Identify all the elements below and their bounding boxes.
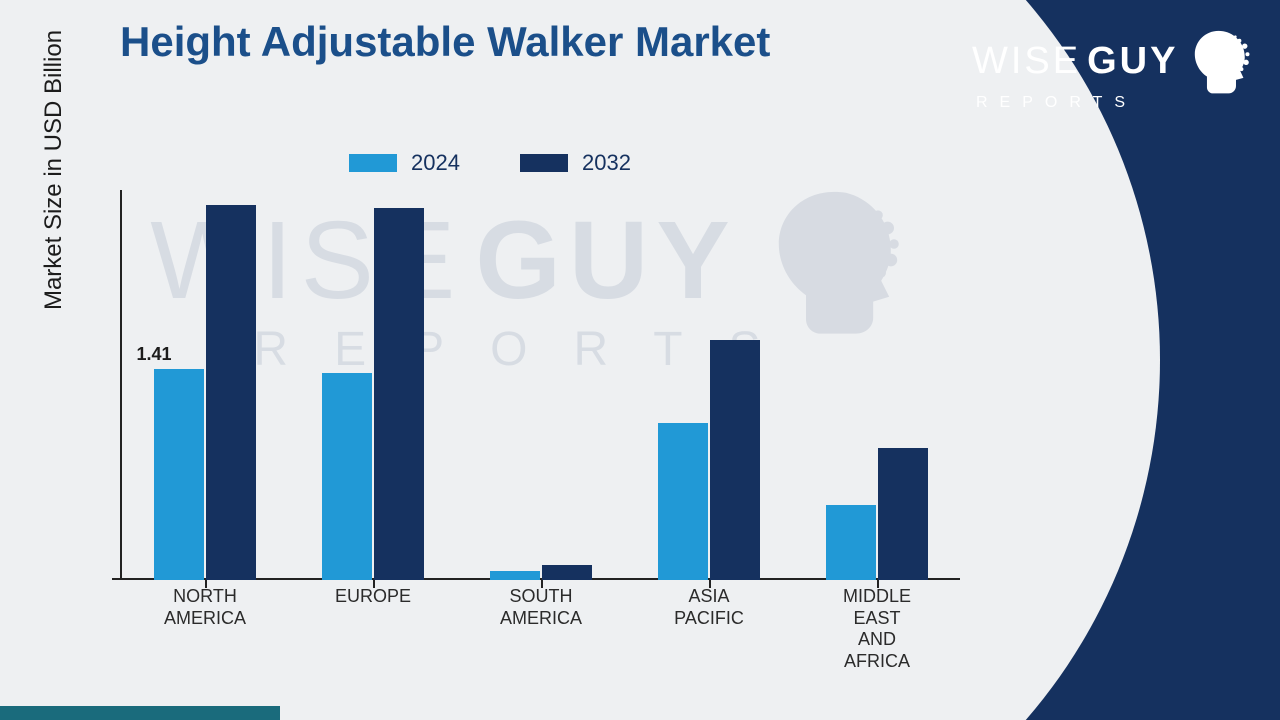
bar-group-north_america: 1.41 — [130, 190, 280, 580]
legend-item-2032: 2032 — [520, 150, 631, 176]
bottom-accent-strip — [0, 706, 280, 720]
x-label-north_america: NORTHAMERICA — [130, 586, 280, 629]
bar-2032-north_america — [206, 205, 256, 580]
brand-logo: WISE GUY REPORTS — [972, 22, 1252, 112]
brand-head-icon — [1184, 22, 1252, 100]
legend-item-2024: 2024 — [349, 150, 460, 176]
legend-label-2032: 2032 — [582, 150, 631, 176]
chart-title: Height Adjustable Walker Market — [120, 18, 770, 66]
chart-plot: 1.41 — [120, 190, 960, 580]
legend: 2024 2032 — [0, 150, 980, 176]
x-label-south_america: SOUTHAMERICA — [466, 586, 616, 629]
bar-2032-meaf — [878, 448, 928, 580]
x-label-asia_pacific: ASIAPACIFIC — [634, 586, 784, 629]
bar-group-europe — [298, 190, 448, 580]
bar-2032-south_america — [542, 565, 592, 580]
bar-2024-meaf — [826, 505, 876, 580]
bar-group-meaf — [802, 190, 952, 580]
legend-swatch-2032 — [520, 154, 568, 172]
bar-2032-asia_pacific — [710, 340, 760, 580]
y-axis-line — [120, 190, 122, 580]
y-axis-label: Market Size in USD Billion — [40, 0, 68, 370]
legend-swatch-2024 — [349, 154, 397, 172]
bar-2024-europe — [322, 373, 372, 580]
bar-group-asia_pacific — [634, 190, 784, 580]
bar-value-label-north_america: 1.41 — [104, 344, 204, 365]
x-label-meaf: MIDDLEEASTANDAFRICA — [802, 586, 952, 672]
bar-2024-north_america — [154, 369, 204, 581]
brand-guy: GUY — [1087, 40, 1178, 83]
bar-2032-europe — [374, 208, 424, 580]
x-label-europe: EUROPE — [298, 586, 448, 608]
y-tick — [112, 578, 120, 580]
legend-label-2024: 2024 — [411, 150, 460, 176]
bar-2024-asia_pacific — [658, 423, 708, 581]
bar-group-south_america — [466, 190, 616, 580]
brand-wise: WISE — [972, 40, 1081, 83]
infographic-canvas: WISE GUY REPORTS WISE GUY REPORTS Height… — [0, 0, 1280, 720]
bar-2024-south_america — [490, 571, 540, 580]
